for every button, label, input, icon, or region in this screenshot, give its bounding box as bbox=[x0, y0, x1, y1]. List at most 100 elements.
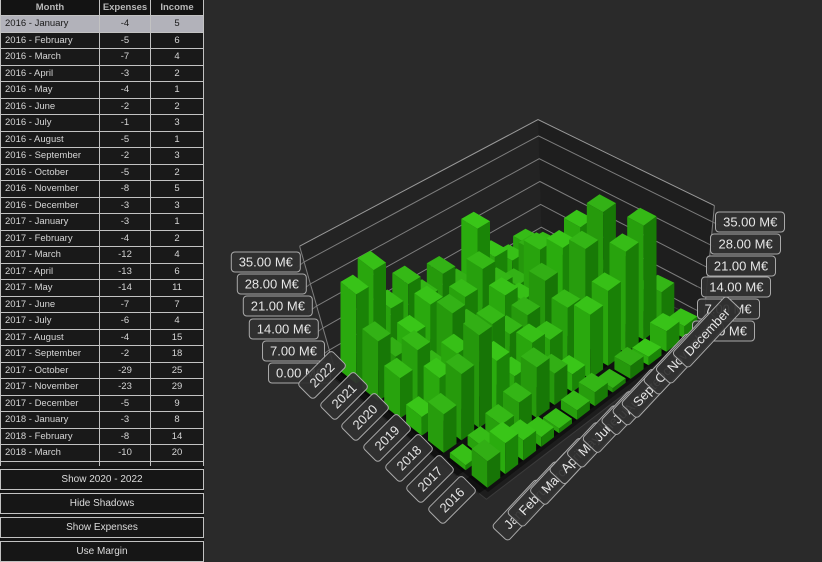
table-row[interactable]: 2017 - July -6 4 bbox=[0, 313, 204, 330]
table-row[interactable]: 2018 - January -3 8 bbox=[0, 412, 204, 429]
table-cell: 2018 - March bbox=[1, 445, 100, 461]
bar-face bbox=[525, 416, 554, 438]
table-cell: -2 bbox=[100, 346, 151, 362]
data-table-panel: Month Expenses Income 2016 - January -4 5 2… bbox=[0, 0, 204, 562]
table-cell bbox=[1, 461, 100, 466]
table-cell: 11 bbox=[172, 282, 182, 293]
bar-face bbox=[428, 392, 457, 415]
bar-2018-january[interactable] bbox=[428, 392, 457, 453]
bar-face bbox=[423, 357, 453, 379]
bar-face bbox=[625, 242, 639, 353]
table-row[interactable]: 2017 - February -4 2 bbox=[0, 230, 204, 247]
table-cell: 2018 - February bbox=[1, 428, 100, 444]
table-row[interactable]: 2016 - October -5 2 bbox=[0, 164, 204, 181]
table-row[interactable]: 2016 - February -5 6 bbox=[0, 32, 204, 49]
table-cell: 29 bbox=[171, 381, 183, 392]
show-2020-2022-button[interactable]: Show 2020 - 2022 bbox=[0, 469, 204, 490]
bar-face bbox=[392, 265, 421, 285]
table-cell: 2017 - May bbox=[1, 280, 100, 296]
table-row[interactable]: 2016 - July -1 3 bbox=[0, 115, 204, 132]
table-row[interactable]: 2018 - February -8 14 bbox=[0, 428, 204, 445]
bar-face bbox=[362, 321, 391, 342]
table-row[interactable]: 2016 - April -3 2 bbox=[0, 65, 204, 82]
table-cell: -4 bbox=[100, 82, 151, 98]
bar-face bbox=[541, 427, 554, 447]
bar-face bbox=[578, 382, 595, 407]
table-cell: 8 bbox=[174, 414, 180, 425]
bar-face bbox=[445, 353, 475, 375]
table-cell: 2017 - March bbox=[1, 247, 100, 263]
table-cell: 25 bbox=[171, 364, 183, 376]
bar-face bbox=[471, 439, 501, 462]
bar-2017-may[interactable] bbox=[520, 347, 550, 418]
table-row[interactable]: 2016 - December -3 3 bbox=[0, 197, 204, 214]
table-cell: 2018 - January bbox=[1, 412, 100, 428]
table-cell: 2016 - April bbox=[1, 65, 100, 81]
table-cell: 7 bbox=[174, 298, 180, 310]
table-cell: 2016 - October bbox=[1, 164, 100, 180]
table-row[interactable]: 2016 - September -2 3 bbox=[0, 148, 204, 165]
table-cell: 1 bbox=[174, 133, 180, 145]
bar-face bbox=[340, 281, 357, 384]
table-cell: 2016 - March bbox=[1, 49, 100, 65]
table-cell: 18 bbox=[171, 348, 183, 359]
bar-face bbox=[578, 372, 608, 393]
table-row[interactable]: 2017 - November -23 29 bbox=[0, 379, 204, 396]
wall-right bbox=[538, 119, 715, 328]
table-cell: -13 bbox=[100, 263, 151, 279]
table-row[interactable]: 2017 - August -4 15 bbox=[0, 329, 204, 346]
table-cell: 4 bbox=[174, 249, 180, 260]
table-cell: -14 bbox=[100, 280, 151, 296]
tick bbox=[295, 261, 305, 269]
table-cell: 2016 - July bbox=[1, 115, 100, 131]
table-cell: 2 bbox=[174, 100, 180, 112]
table-row[interactable]: 2017 - January -3 1 bbox=[0, 214, 204, 231]
hide-shadows-button[interactable]: Hide Shadows bbox=[0, 493, 204, 514]
table-cell: -5 bbox=[100, 32, 151, 48]
table-row[interactable]: 2017 - December -5 9 bbox=[0, 395, 204, 412]
table-row[interactable]: 2016 - May -4 1 bbox=[0, 82, 204, 99]
table-row[interactable]: 2016 - June -2 2 bbox=[0, 98, 204, 115]
table-cell: -8 bbox=[100, 428, 151, 444]
table-cell: 2017 - November bbox=[1, 379, 100, 395]
bar-face bbox=[609, 233, 639, 252]
bar-face bbox=[488, 277, 518, 296]
table-cell: 9 bbox=[174, 397, 180, 409]
table-row[interactable] bbox=[0, 461, 204, 466]
table-row[interactable]: 2017 - September -2 18 bbox=[0, 346, 204, 363]
table-row[interactable]: 2017 - June -7 7 bbox=[0, 296, 204, 313]
table-row[interactable]: 2016 - August -5 1 bbox=[0, 131, 204, 148]
table-cell: 1 bbox=[174, 216, 180, 227]
bar-face bbox=[560, 399, 577, 420]
bar-face bbox=[461, 365, 475, 441]
bar-face bbox=[627, 207, 657, 226]
table-row[interactable]: 2016 - March -7 4 bbox=[0, 49, 204, 66]
table-row[interactable]: 2017 - March -12 4 bbox=[0, 247, 204, 264]
table-row[interactable]: 2017 - April -13 6 bbox=[0, 263, 204, 280]
table-row[interactable]: 2016 - January -4 5 bbox=[0, 16, 204, 33]
bar-face bbox=[467, 426, 497, 448]
tick bbox=[313, 328, 323, 336]
bar-face bbox=[441, 333, 470, 354]
table-row[interactable]: 2017 - May -14 11 bbox=[0, 280, 204, 297]
table-cell: 2016 - August bbox=[1, 131, 100, 147]
table-row[interactable]: 2018 - March -10 20 bbox=[0, 445, 204, 462]
bar-face bbox=[406, 396, 435, 417]
table-cell: -4 bbox=[100, 329, 151, 345]
bar-face bbox=[564, 209, 594, 228]
table-row[interactable]: 2017 - October -29 25 bbox=[0, 362, 204, 379]
table-cell: -7 bbox=[100, 296, 151, 312]
table-cell: 2 bbox=[174, 232, 180, 244]
use-margin-button[interactable]: Use Margin bbox=[0, 541, 204, 562]
bar-face bbox=[501, 268, 531, 286]
bar-face bbox=[489, 421, 519, 444]
table-row[interactable]: 2016 - November -8 5 bbox=[0, 181, 204, 198]
bar-face bbox=[357, 250, 386, 271]
table-cell: -8 bbox=[100, 181, 151, 197]
table-cell: 2017 - April bbox=[1, 263, 100, 279]
bar-2017-august[interactable] bbox=[574, 295, 604, 379]
show-expenses-button[interactable]: Show Expenses bbox=[0, 517, 204, 538]
bar-face bbox=[476, 304, 505, 324]
table-cell: -12 bbox=[100, 247, 151, 263]
